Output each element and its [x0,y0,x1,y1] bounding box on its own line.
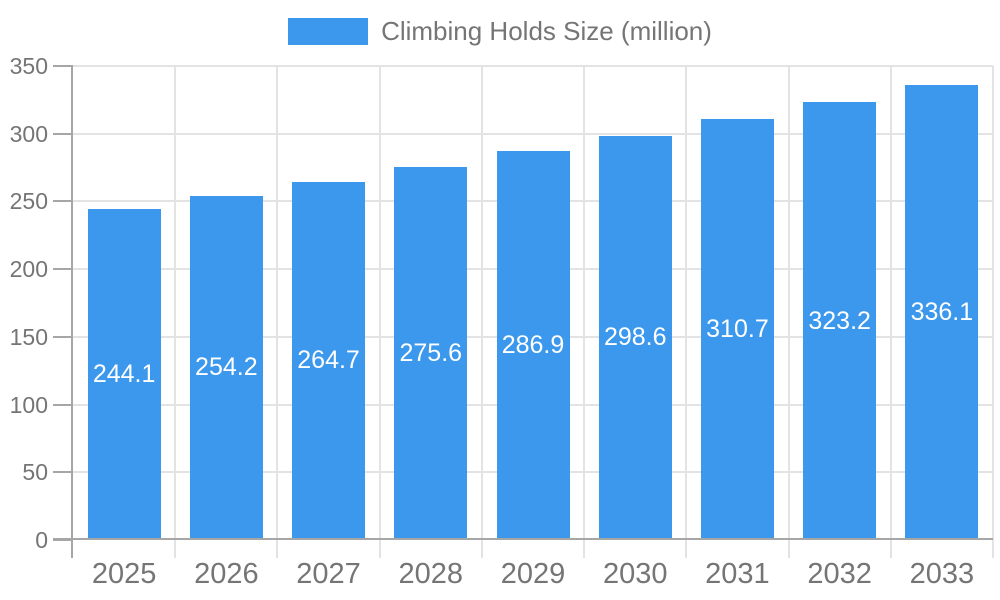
y-axis-tick [53,268,73,271]
y-axis-tick [53,65,73,67]
bar-value-label: 275.6 [399,338,463,367]
bar: 323.2 [803,102,877,540]
x-axis-label: 2026 [194,558,259,590]
x-axis-label: 2028 [398,558,464,590]
bar-value-label: 264.7 [297,346,360,375]
y-axis-label: 100 [9,391,48,418]
x-axis-label: 2029 [500,558,566,590]
vertical-gridline [889,66,892,558]
y-axis-tick [53,335,73,338]
bar: 254.2 [189,195,263,540]
horizontal-gridline [73,65,993,67]
y-axis-tick [53,200,73,203]
y-axis-tick [53,471,73,474]
x-axis-label: 2031 [705,558,770,590]
vertical-gridline [992,66,994,558]
y-axis-label: 0 [35,527,48,553]
vertical-gridline [583,66,586,558]
y-axis-tick [53,403,73,406]
y-axis-line [71,66,73,558]
bar: 336.1 [905,84,979,540]
bar-value-label: 244.1 [92,360,156,389]
y-axis-label: 50 [22,459,48,486]
vertical-gridline [174,66,177,558]
x-axis-line [53,538,993,540]
x-axis-label: 2033 [909,558,975,590]
bar-value-label: 254.2 [195,353,258,382]
y-axis-label: 200 [9,256,48,283]
legend-item[interactable]: Climbing Holds Size (million) [288,16,712,47]
vertical-gridline [480,66,483,558]
y-axis-label: 300 [9,120,48,147]
plot-area: 244.1 254.2 264.7 275.6 286.9 298.6 310.7 323.2… [53,65,994,558]
bar-value-label: 286.9 [501,331,565,360]
bar-value-label: 323.2 [808,306,871,335]
x-axis-label: 2032 [807,558,872,590]
vertical-gridline [685,66,688,558]
bar: 264.7 [292,181,366,540]
bar: 286.9 [496,151,570,540]
vertical-gridline [787,66,790,558]
legend-label: Climbing Holds Size (million) [381,16,712,46]
y-axis-label: 150 [9,323,48,350]
bar-value-label: 310.7 [706,315,769,344]
bar: 298.6 [598,135,672,540]
bar-value-label: 298.6 [603,323,667,352]
bar: 244.1 [87,209,161,540]
y-axis-tick [53,132,73,135]
y-axis-label: 250 [9,188,48,215]
bar: 310.7 [700,119,774,540]
y-axis-label: 350 [9,53,48,79]
legend-swatch-icon [288,18,369,45]
x-axis-label: 2025 [91,558,157,590]
chart-legend: Climbing Holds Size (million) [0,16,1000,47]
y-axis-tick [53,539,73,541]
bar-value-label: 336.1 [910,297,974,326]
x-axis-label: 2030 [602,558,668,590]
bar: 275.6 [394,166,468,540]
vertical-gridline [378,66,381,558]
horizontal-gridline [73,132,993,135]
x-axis-label: 2027 [296,558,361,590]
vertical-gridline [276,66,279,558]
